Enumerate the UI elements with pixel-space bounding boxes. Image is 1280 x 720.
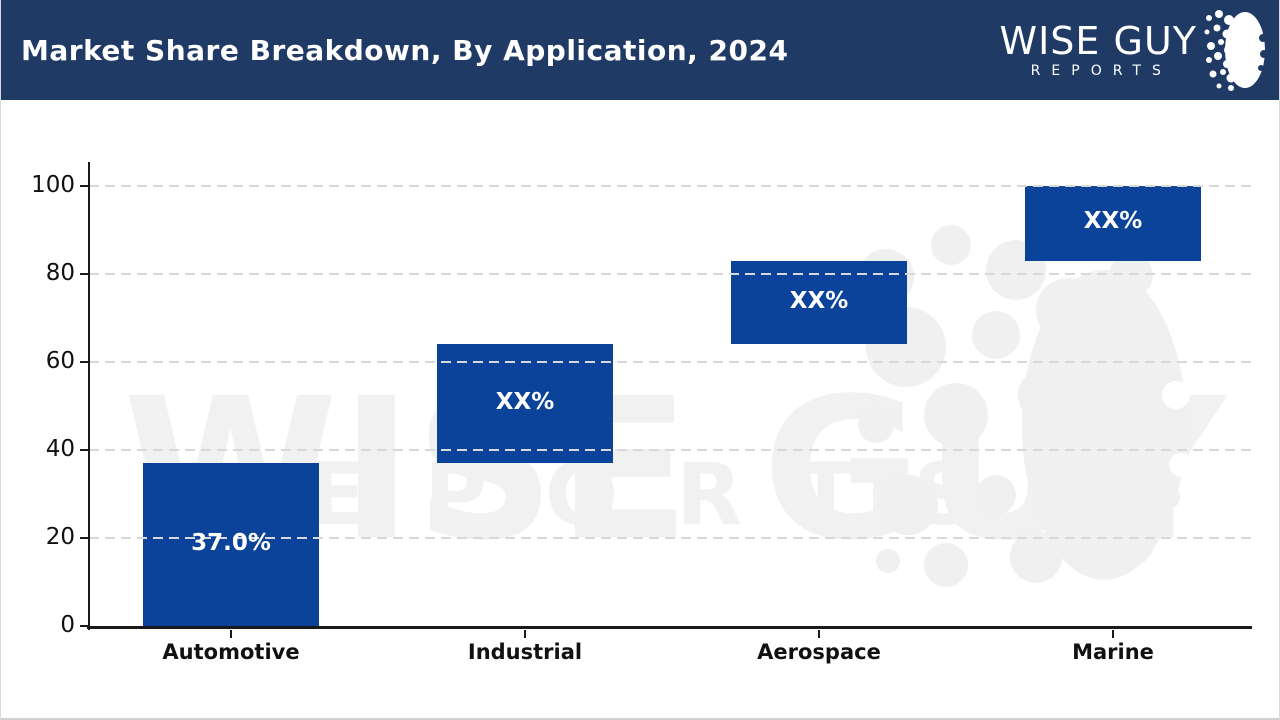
- x-axis-line: [87, 626, 1252, 629]
- y-tick-label: 80: [45, 260, 75, 286]
- y-tick-mark: [80, 449, 89, 451]
- y-tick-mark: [80, 185, 89, 187]
- x-category-label: Industrial: [467, 640, 583, 664]
- y-tick-label: 20: [45, 524, 75, 550]
- header-bar: Market Share Breakdown, By Application, …: [1, 0, 1279, 100]
- wiseguy-logo: WISE GUY REPORTS: [1000, 8, 1267, 92]
- gridline: [89, 185, 1251, 187]
- y-tick-mark: [80, 361, 89, 363]
- y-tick-label: 40: [45, 436, 75, 462]
- x-tick-mark: [818, 630, 820, 638]
- y-axis-line: [88, 162, 90, 630]
- page-title: Market Share Breakdown, By Application, …: [21, 34, 789, 67]
- y-tick-mark: [80, 625, 89, 627]
- gridline: [89, 361, 1251, 363]
- bar-value-label: 37.0%: [191, 529, 271, 556]
- bar-value-label: XX%: [495, 388, 555, 415]
- bar-value-label: XX%: [1083, 208, 1143, 235]
- x-category-label: Automotive: [162, 640, 300, 664]
- y-tick-label: 0: [60, 612, 75, 638]
- gridline: [89, 273, 1251, 275]
- bar-marine: [1025, 186, 1201, 261]
- y-tick-mark: [80, 273, 89, 275]
- y-tick-label: 100: [31, 172, 75, 198]
- x-tick-mark: [1112, 630, 1114, 638]
- x-tick-mark: [230, 630, 232, 638]
- chart-plot-area: WISE GUY REPORTS 0 20 40 60 80 100 37.0% Automo…: [1, 100, 1279, 718]
- logo-subtitle: REPORTS: [1030, 63, 1172, 79]
- logo-head-icon: [1204, 10, 1267, 91]
- gridline: [89, 537, 1251, 539]
- y-tick-label: 60: [45, 348, 75, 374]
- gridline: [89, 449, 1251, 451]
- logo-text: WISE GUY REPORTS: [1000, 20, 1197, 80]
- bar-automotive: [143, 463, 319, 626]
- bar-industrial: [437, 344, 613, 464]
- y-tick-mark: [80, 537, 89, 539]
- logo-wordmark: WISE GUY: [999, 19, 1197, 63]
- x-category-label: Aerospace: [757, 640, 881, 664]
- bar-value-label: XX%: [789, 287, 849, 314]
- x-category-label: Marine: [1072, 640, 1154, 664]
- x-tick-mark: [524, 630, 526, 638]
